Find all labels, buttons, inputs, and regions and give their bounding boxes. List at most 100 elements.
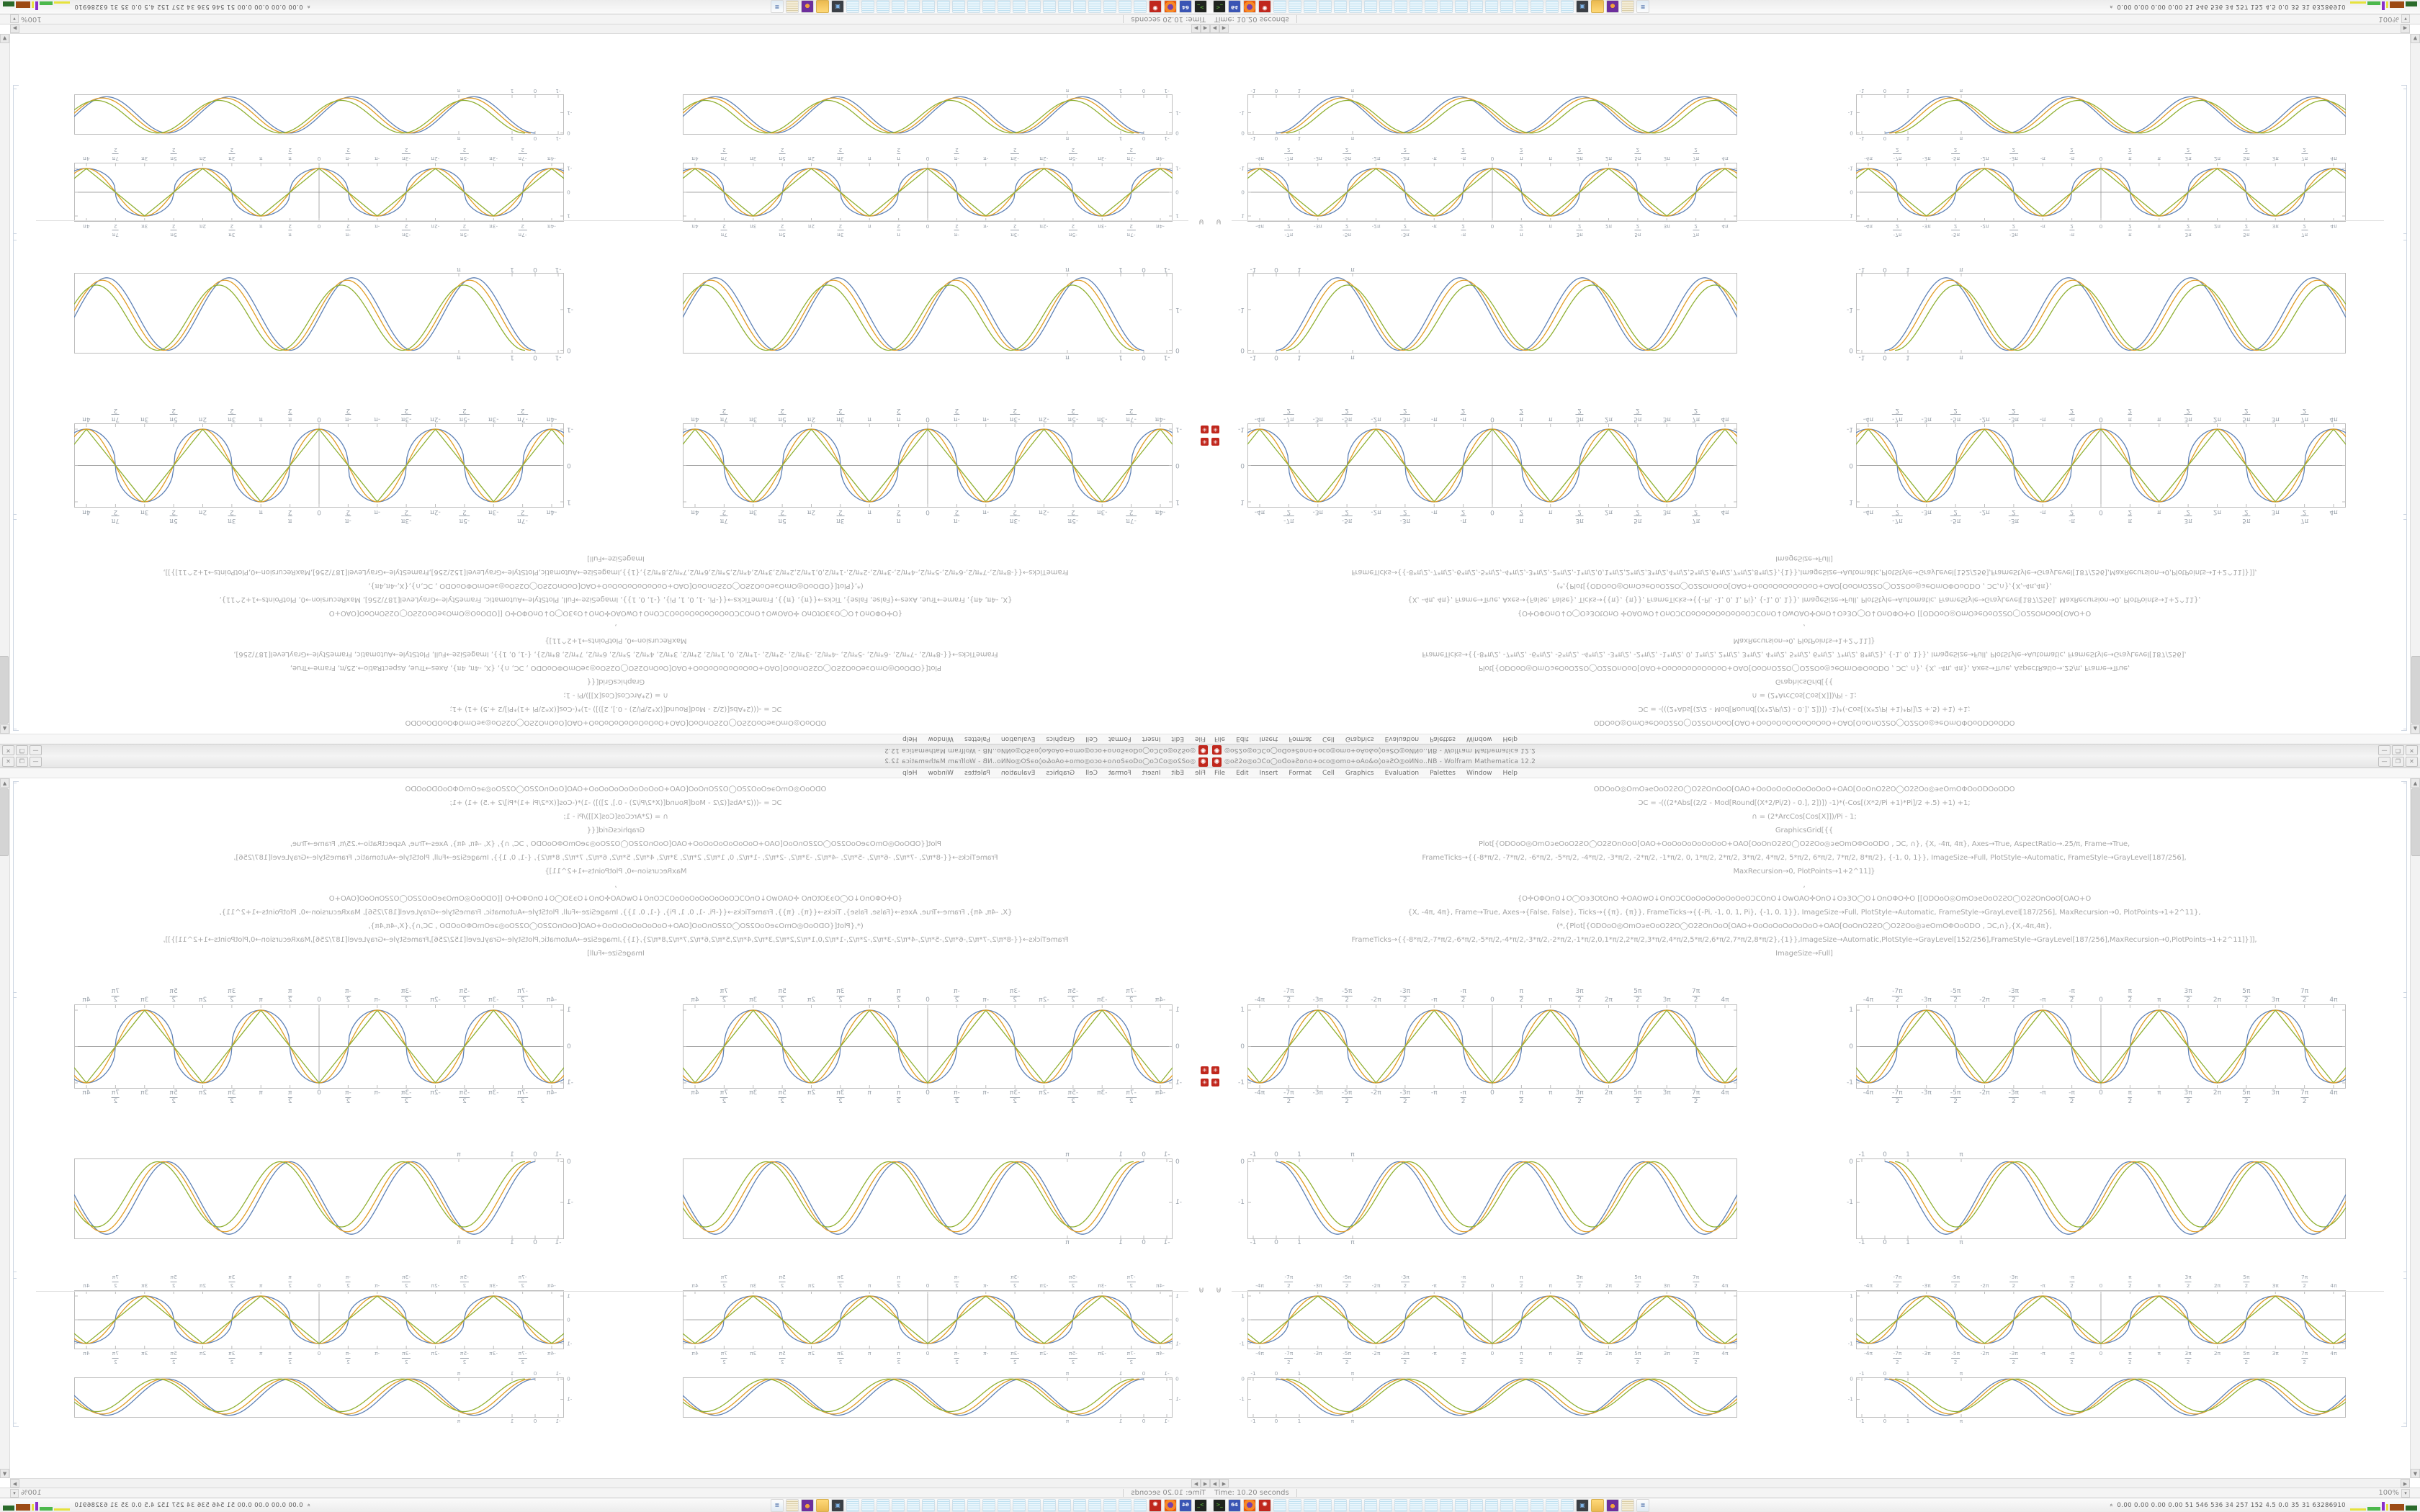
notepad-icon[interactable] — [1134, 1498, 1147, 1512]
scroll-right-button[interactable]: ▶ — [2401, 24, 2410, 33]
vertical-scrollbar[interactable]: ▲ ▼ — [0, 34, 10, 734]
menu-item-palettes[interactable]: Palettes — [1430, 735, 1456, 743]
code-line[interactable]: MaxRecursion→0, PlotPoints→1+2^11]} — [544, 636, 687, 644]
notepad-icon[interactable] — [937, 0, 950, 14]
code-line[interactable]: Plot[{ODOoO◎OmO϶eOoO2ƧO◯O2ƧOnOoO[OAO+OoO… — [290, 840, 942, 848]
notepad-icon[interactable] — [1394, 0, 1407, 14]
terminal-icon[interactable]: >_ — [1213, 1498, 1226, 1512]
scroll-up-button[interactable]: ▲ — [0, 724, 9, 734]
code-line[interactable]: FrameTicks→{{-8*π/2, -7*π/2, -6*π/2, -5*… — [1422, 650, 2187, 658]
notepad-icon[interactable] — [1043, 0, 1056, 14]
code-line[interactable]: Plot[{ODOoO◎OmO϶eOoO2ƧO◯O2ƧOnOoO[OAO+OoO… — [1478, 840, 2130, 848]
magnification-control[interactable]: 100% ▾ — [2378, 14, 2420, 24]
plot-frame[interactable]: -4π -7π 2 -3π -5π 2 -2π -3π 2 -π -π 2 0 π 2 π 3π 2 2π 5π 2 3π… — [1819, 405, 2410, 526]
menu-item-edit[interactable]: Edit — [1171, 735, 1184, 743]
folder-icon[interactable] — [816, 0, 829, 14]
code-line[interactable]: MaxRecursion→0, PlotPoints→1+2^11]} — [544, 868, 687, 876]
message-icon[interactable]: ✳ — [1201, 1066, 1209, 1074]
plot-frame[interactable]: -1 0 1 π -1 0 1 π 0 -1 — [605, 264, 1210, 362]
vertical-scroll-thumb[interactable] — [2411, 788, 2420, 856]
notepad-icon[interactable] — [1515, 1498, 1528, 1512]
code-line[interactable]: ƆC = -(((2*Abs[(2/2 - Mod[Round[(X*2/Pi/… — [1638, 705, 1971, 713]
scroll-right-button[interactable]: ▶ — [10, 24, 19, 33]
restore-button[interactable]: ❐ — [16, 757, 28, 767]
plot-frame[interactable]: -1 0 1 π -1 0 1 π 0 -1 — [1210, 87, 1815, 142]
notepad-icon[interactable] — [998, 1498, 1010, 1512]
firefox-icon[interactable] — [1243, 0, 1256, 14]
notepad-icon[interactable] — [892, 1498, 905, 1512]
scroll-left-button[interactable]: ◀ — [1201, 24, 1210, 33]
notebook-area[interactable]: ODOoO◎OmO϶eOoO2ƧO◯O2ƧOnOoO[OAO+OoOoOoOoO… — [10, 778, 1210, 1478]
magnification-control[interactable]: 100% ▾ — [0, 1488, 42, 1498]
mathematica-icon[interactable]: ✺ — [1258, 0, 1271, 14]
message-icon[interactable]: ✳ — [1211, 426, 1219, 433]
notepad-icon[interactable] — [1273, 1498, 1286, 1512]
floppy-64-icon[interactable]: 64 — [1179, 0, 1192, 14]
plot-frame[interactable]: -4π -7π 2 -3π -5π 2 -2π -3π 2 -π -π 2 0 π 2 π 3π 2 2π 5π 2 3π… — [605, 1274, 1210, 1367]
restore-button[interactable]: ❐ — [2392, 745, 2404, 755]
restore-button[interactable]: ❐ — [2392, 757, 2404, 767]
mathematica-icon[interactable]: ✺ — [1149, 0, 1162, 14]
notepad-icon[interactable] — [1500, 1498, 1513, 1512]
plot-frame[interactable]: -4π -7π 2 -3π -5π 2 -2π -3π 2 -π -π 2 0 π 2 π 3π 2 2π 5π 2 3π… — [10, 986, 601, 1107]
notepad-icon[interactable] — [1334, 1498, 1347, 1512]
scroll-down-button[interactable]: ▼ — [2411, 34, 2420, 43]
menu-item-palettes[interactable]: Palettes — [964, 769, 990, 777]
menu-item-palettes[interactable]: Palettes — [964, 735, 990, 743]
cell-brackets[interactable] — [12, 781, 19, 1429]
notepad-icon[interactable] — [967, 1498, 980, 1512]
message-icon[interactable]: ✳ — [1201, 438, 1209, 446]
notepad-icon[interactable] — [1561, 1498, 1574, 1512]
scroll-left-button[interactable]: ◀ — [1210, 1479, 1219, 1488]
notepad-icon[interactable] — [892, 0, 905, 14]
code-line[interactable]: ODOoO◎OmO϶eOoO2ƧO◯O2ƧOnOoO[OAO+OoOoOoOoO… — [405, 786, 827, 793]
window-titlebar[interactable]: ✺ ◎oƧ2o◎oƆCo◯oᗡo϶Ƨo∩o+oco◎omo+oAo&o◊o϶ƧO… — [0, 756, 1210, 768]
notepad-icon[interactable] — [1103, 1498, 1116, 1512]
notepad-icon[interactable] — [1470, 0, 1483, 14]
menu-item-window[interactable]: Window — [928, 769, 954, 777]
notepad-icon[interactable] — [1043, 1498, 1056, 1512]
scroll-icon[interactable] — [1621, 1498, 1634, 1512]
code-line[interactable]: ∩ = (2*ArcCos[Cos[X]])/Pi - 1; — [563, 691, 668, 699]
chevron-expand-icon[interactable]: « — [2107, 1503, 2115, 1507]
chevron-down-icon[interactable]: ▾ — [2401, 1488, 2410, 1498]
plot-frame[interactable]: -1 0 1 π -1 0 1 π 0 -1 — [10, 1370, 601, 1425]
code-line[interactable]: ƆC = -(((2*Abs[(2/2 - Mod[Round[(X*2/Pi/… — [449, 705, 782, 713]
code-line[interactable]: ImageSize→Full] — [1775, 554, 1833, 562]
firefox-icon[interactable] — [1243, 1498, 1256, 1512]
plot-frame[interactable]: -1 0 1 π -1 0 1 π 0 -1 — [1210, 264, 1815, 362]
display-icon[interactable]: ▣ — [1576, 1498, 1589, 1512]
cell-brackets[interactable] — [2401, 83, 2408, 731]
menu-item-insert[interactable]: Insert — [1142, 769, 1161, 777]
input-cell-code[interactable]: ODOoO◎OmO϶eOoO2ƧO◯O2ƧOnOoO[OAO+OoOoOoOoO… — [1210, 552, 2398, 729]
horizontal-scrollbar[interactable]: ◀ ▶ ▶ — [1210, 1478, 2410, 1488]
notebook-area[interactable]: ODOoO◎OmO϶eOoO2ƧO◯O2ƧOnOoO[OAO+OoOoOoOoO… — [10, 34, 1210, 734]
system-monitor-applet[interactable]: « 0.00 0.00 0.00 0.00 51 546 536 34 257 … — [2107, 1500, 2417, 1511]
cell-insert-plus-icon[interactable]: ⊎ — [1216, 1285, 1222, 1295]
input-cell-code[interactable]: ODOoO◎OmO϶eOoO2ƧO◯O2ƧOnOoO[OAO+OoOoOoOoO… — [1210, 783, 2398, 960]
system-monitor-applet[interactable]: « 0.00 0.00 0.00 0.00 51 546 536 34 257 … — [3, 1, 313, 12]
code-line[interactable]: {X, -4π, 4π}, Frame→True, Axes→{False, F… — [1407, 909, 2201, 917]
notepad-icon[interactable] — [1546, 1498, 1559, 1512]
notepad-icon[interactable] — [1440, 1498, 1453, 1512]
notepad-icon[interactable] — [1134, 0, 1147, 14]
plot-frame[interactable]: -4π -7π 2 -3π -5π 2 -2π -3π 2 -π -π 2 0 π 2 π 3π 2 2π 5π 2 3π… — [1210, 145, 1815, 238]
notepad-icon[interactable] — [1058, 1498, 1071, 1512]
notepad-icon[interactable] — [1073, 1498, 1086, 1512]
vertical-scrollbar[interactable]: ▲ ▼ — [2410, 34, 2420, 734]
plot-frame[interactable]: -4π -7π 2 -3π -5π 2 -2π -3π 2 -π -π 2 0 π 2 π 3π 2 2π 5π 2 3π… — [605, 986, 1210, 1107]
code-line[interactable]: GraphicsGrid[{{ — [1775, 827, 1834, 834]
notepad-icon[interactable] — [1500, 0, 1513, 14]
notepad-icon[interactable] — [1455, 1498, 1468, 1512]
mathematica-icon[interactable]: ✺ — [1149, 1498, 1162, 1512]
window-titlebar[interactable]: ✺ ◎oƧ2o◎oƆCo◯oᗡo϶Ƨo∩o+oco◎omo+oAo&o◊o϶ƧO… — [0, 744, 1210, 756]
code-line[interactable]: ∩ = (2*ArcCos[Cos[X]])/Pi - 1; — [563, 813, 668, 821]
notepad-icon[interactable] — [1119, 1498, 1131, 1512]
plot-frame[interactable]: -1 0 1 π -1 0 1 π 0 -1 — [1819, 264, 2410, 362]
cell-insert-plus-icon[interactable]: ⊎ — [1198, 217, 1204, 227]
notepad-icon[interactable] — [1425, 0, 1438, 14]
input-cell-code[interactable]: ODOoO◎OmO϶eOoO2ƧO◯O2ƧOnOoO[OAO+OoOoOoOoO… — [22, 783, 1210, 960]
menu-item-format[interactable]: Format — [1108, 735, 1131, 743]
minimize-button[interactable]: — — [2378, 757, 2390, 767]
notepad-icon[interactable] — [877, 0, 889, 14]
